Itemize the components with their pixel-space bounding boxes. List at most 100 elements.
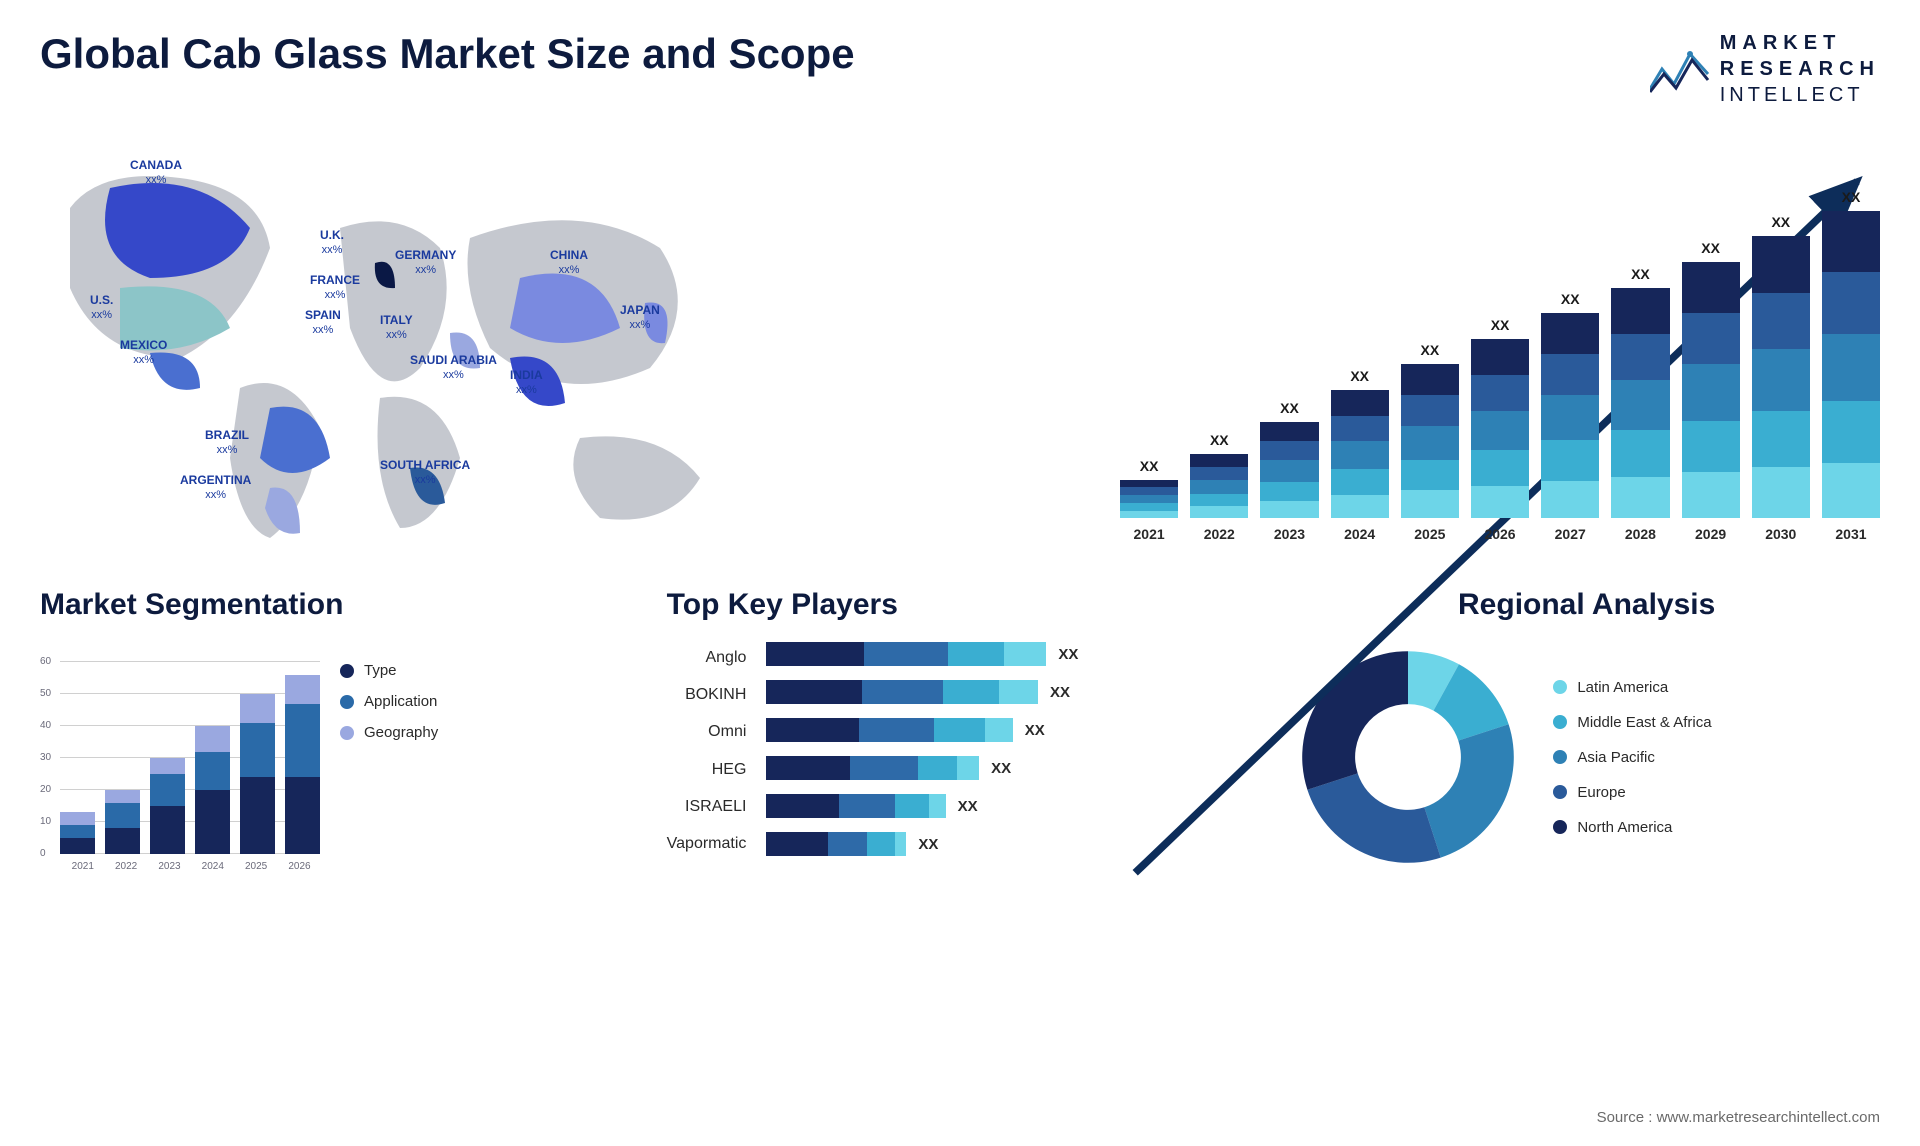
- seg-bar-seg: [195, 752, 230, 790]
- legend-item: Application: [340, 693, 438, 710]
- map-label: JAPANxx%: [620, 303, 660, 333]
- legend-label: North America: [1577, 819, 1672, 836]
- player-name: Anglo: [667, 649, 747, 667]
- seg-x-tick: 2022: [115, 861, 137, 872]
- brand-logo: MARKET RESEARCH INTELLECT: [1650, 30, 1880, 108]
- growth-bar-seg: [1331, 469, 1389, 495]
- growth-bar-seg: [1752, 467, 1810, 518]
- player-bar-seg: [895, 832, 906, 856]
- growth-bar-seg: [1260, 460, 1318, 481]
- seg-bar-seg: [105, 803, 140, 829]
- growth-bar-top-label: XX: [1280, 400, 1299, 416]
- growth-bar: XX2027: [1541, 291, 1599, 518]
- seg-x-tick: 2024: [202, 861, 224, 872]
- player-bar-seg: [766, 680, 861, 704]
- map-label: U.K.xx%: [320, 228, 344, 258]
- donut-slice: [1303, 651, 1409, 789]
- seg-x-tick: 2023: [158, 861, 180, 872]
- growth-bar-chart: XX2021XX2022XX2023XX2024XX2025XX2026XX20…: [1120, 128, 1880, 548]
- seg-bar-seg: [195, 790, 230, 854]
- growth-bar: XX2025: [1401, 342, 1459, 518]
- player-bar-seg: [943, 680, 999, 704]
- growth-bar-seg: [1752, 349, 1810, 411]
- player-bar-seg: [766, 718, 858, 742]
- growth-bar-seg: [1541, 395, 1599, 440]
- growth-bar-seg: [1260, 422, 1318, 441]
- player-bar-seg: [957, 756, 979, 780]
- logo-line2: RESEARCH: [1720, 56, 1880, 82]
- seg-bar-seg: [60, 825, 95, 838]
- player-bar-seg: [864, 642, 948, 666]
- growth-bar-year: 2024: [1344, 526, 1375, 542]
- seg-bar-seg: [105, 790, 140, 803]
- regional-panel: Regional Analysis Latin AmericaMiddle Ea…: [1293, 588, 1880, 872]
- growth-bar-seg: [1541, 440, 1599, 481]
- seg-bar-seg: [60, 812, 95, 825]
- player-bar-seg: [867, 832, 895, 856]
- player-bar-seg: [766, 794, 839, 818]
- legend-label: Middle East & Africa: [1577, 714, 1711, 731]
- source-attribution: Source : www.marketresearchintellect.com: [1597, 1109, 1880, 1126]
- growth-bar-seg: [1822, 211, 1880, 272]
- player-row: XX: [766, 718, 1253, 742]
- players-title: Top Key Players: [667, 588, 1254, 622]
- player-row: XX: [766, 680, 1253, 704]
- map-label: INDIAxx%: [510, 368, 543, 398]
- growth-bar: XX2030: [1752, 214, 1810, 518]
- player-bar-seg: [850, 756, 917, 780]
- player-bar-seg: [999, 680, 1038, 704]
- segmentation-chart: 0102030405060 202120222023202420252026 T…: [40, 642, 627, 872]
- seg-y-tick: 40: [40, 720, 51, 731]
- growth-bar-seg: [1822, 334, 1880, 402]
- map-label: SPAINxx%: [305, 308, 341, 338]
- player-bar: [766, 680, 1038, 704]
- player-name: BOKINH: [667, 686, 747, 704]
- player-name: Vapormatic: [667, 835, 747, 853]
- growth-bar-seg: [1120, 503, 1178, 511]
- growth-bar-top-label: XX: [1842, 189, 1861, 205]
- growth-bar-seg: [1401, 460, 1459, 491]
- growth-bar: XX2026: [1471, 317, 1529, 518]
- regional-legend: Latin AmericaMiddle East & AfricaAsia Pa…: [1553, 679, 1711, 836]
- growth-bar-seg: [1401, 395, 1459, 426]
- growth-bar-seg: [1682, 313, 1740, 364]
- seg-x-tick: 2025: [245, 861, 267, 872]
- seg-bar-seg: [285, 777, 320, 854]
- legend-label: Application: [364, 693, 437, 710]
- growth-bar-year: 2021: [1134, 526, 1165, 542]
- growth-bar-top-label: XX: [1210, 432, 1229, 448]
- legend-item: Middle East & Africa: [1553, 714, 1711, 731]
- player-bar-seg: [929, 794, 946, 818]
- seg-y-tick: 0: [40, 848, 46, 859]
- seg-bar: [240, 694, 275, 854]
- growth-bar-seg: [1752, 236, 1810, 292]
- growth-bar-seg: [1611, 430, 1669, 476]
- donut-icon: [1293, 642, 1523, 872]
- map-label: ITALYxx%: [380, 313, 413, 343]
- player-row: XX: [766, 794, 1253, 818]
- growth-bar-seg: [1682, 472, 1740, 518]
- logo-line3: INTELLECT: [1720, 82, 1880, 108]
- growth-bar-seg: [1401, 364, 1459, 395]
- seg-y-tick: 60: [40, 656, 51, 667]
- map-label: SAUDI ARABIAxx%: [410, 353, 497, 383]
- map-label: CHINAxx%: [550, 248, 588, 278]
- logo-text: MARKET RESEARCH INTELLECT: [1720, 30, 1880, 108]
- growth-bar-seg: [1822, 463, 1880, 518]
- player-bar-seg: [859, 718, 935, 742]
- growth-bar-year: 2023: [1274, 526, 1305, 542]
- player-row: XX: [766, 642, 1253, 666]
- header: Global Cab Glass Market Size and Scope M…: [40, 30, 1880, 108]
- growth-bar-year: 2025: [1414, 526, 1445, 542]
- player-row: XX: [766, 832, 1253, 856]
- legend-label: Geography: [364, 724, 438, 741]
- seg-x-tick: 2021: [72, 861, 94, 872]
- legend-item: North America: [1553, 819, 1711, 836]
- growth-bar-seg: [1331, 495, 1389, 518]
- growth-bar-year: 2030: [1765, 526, 1796, 542]
- growth-bar-seg: [1260, 501, 1318, 518]
- seg-bar-seg: [60, 838, 95, 854]
- player-bar-seg: [839, 794, 895, 818]
- player-bar-seg: [985, 718, 1013, 742]
- growth-bar: XX2023: [1260, 400, 1318, 518]
